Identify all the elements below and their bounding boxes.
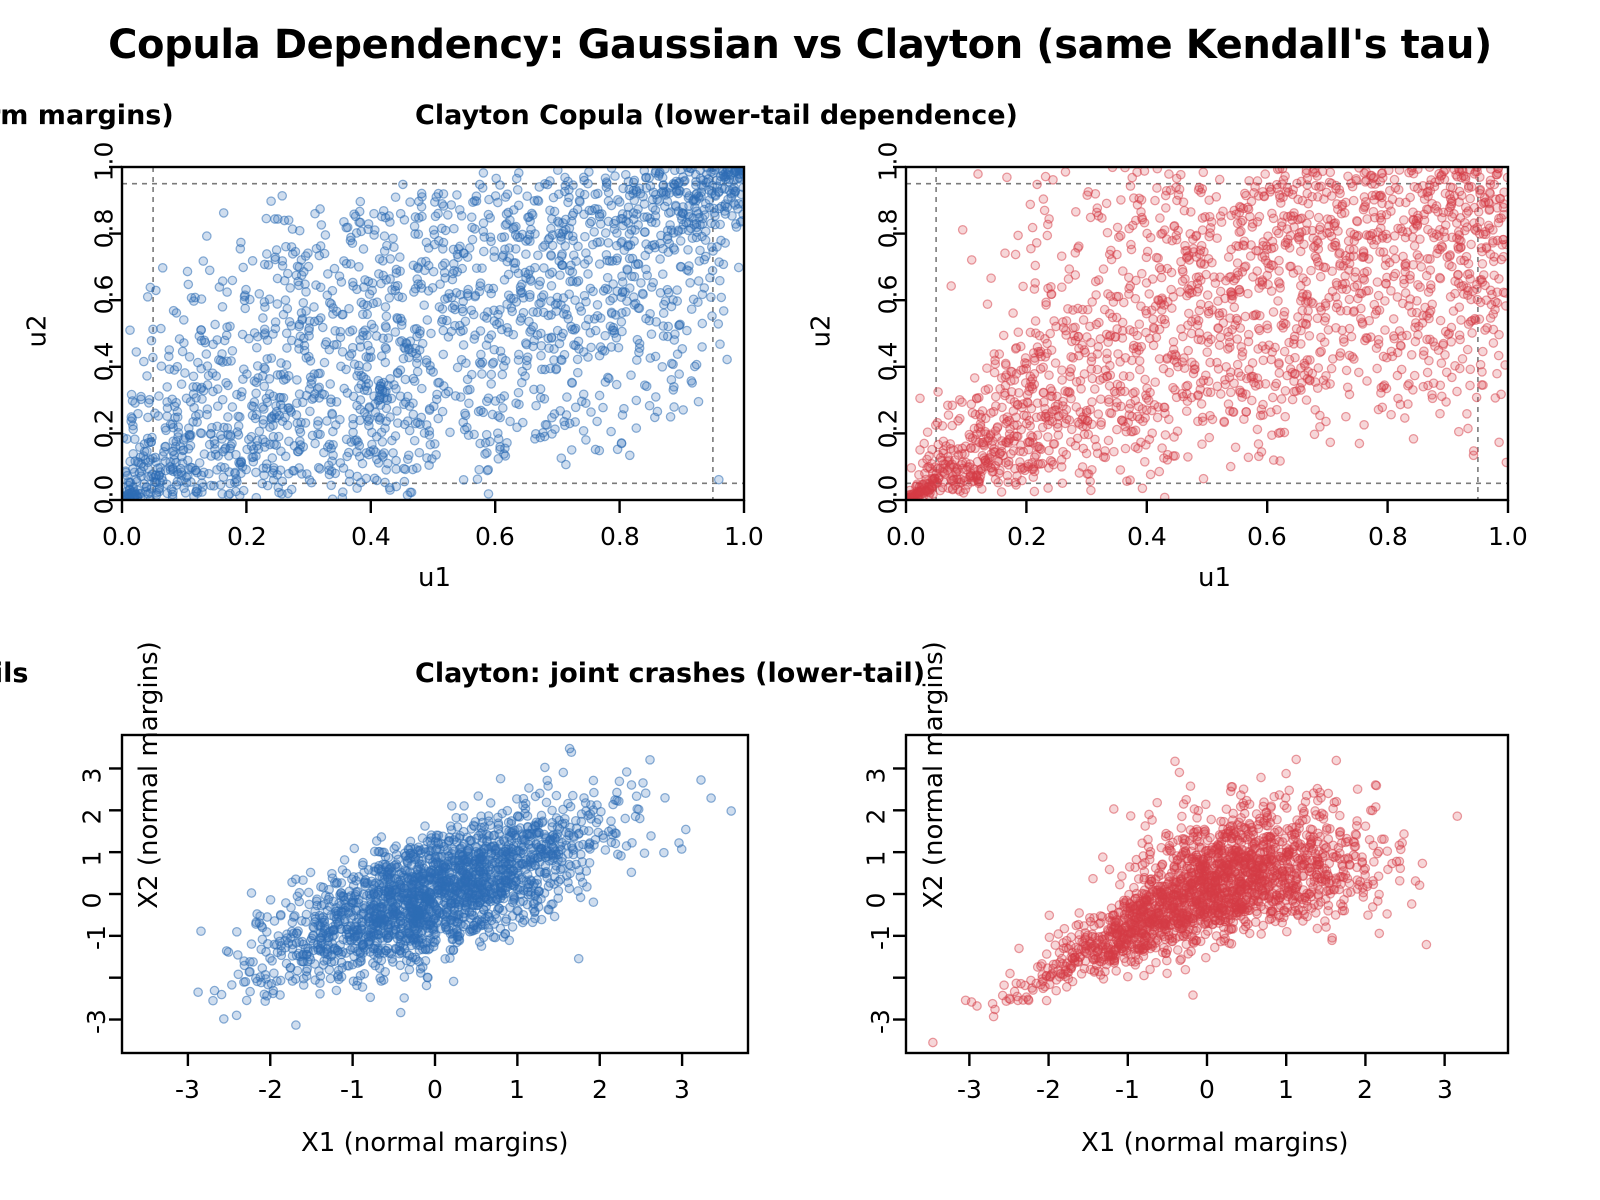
y-tick-label: -3: [865, 1009, 895, 1034]
x-axis-label: u1: [418, 563, 452, 593]
y-tick-label: 0: [861, 892, 891, 909]
plot-area: [893, 733, 1510, 1066]
x-tick-label: 2: [592, 1075, 608, 1104]
x-tick-label: 0.6: [1247, 522, 1287, 551]
x-tick-label: 0.0: [886, 522, 926, 551]
scatter-points: [928, 754, 1463, 1048]
x-tick-label: -1: [1115, 1075, 1140, 1104]
x-tick-label: 2: [1357, 1075, 1373, 1104]
x-axis-label: X1 (normal margins): [301, 1128, 569, 1158]
x-tick-label: 1.0: [1488, 522, 1528, 551]
scatter-points: [193, 743, 737, 1030]
x-tick-label: -3: [957, 1075, 982, 1104]
x-tick-label: 3: [674, 1075, 690, 1104]
x-axis-label: u1: [1198, 563, 1232, 593]
x-tick-label: 0.4: [351, 522, 391, 551]
y-tick-label: 1: [861, 850, 891, 867]
x-tick-label: 0.2: [1007, 522, 1047, 551]
x-tick-label: 0.8: [1368, 522, 1408, 551]
x-tick-label: -2: [1036, 1075, 1061, 1104]
y-tick-label: 3: [861, 767, 891, 784]
panel-title: Gaussian: symmetric tails: [0, 658, 29, 689]
x-axis-label: X1 (normal margins): [1081, 1128, 1349, 1158]
figure-title: Copula Dependency: Gaussian vs Clayton (…: [108, 22, 1492, 68]
plot-frame: [904, 165, 1510, 502]
x-tick-label: 1: [1278, 1075, 1294, 1104]
x-tick-label: -2: [258, 1075, 283, 1104]
panel-title: Clayton Copula (lower-tail dependence): [415, 100, 1018, 131]
panel-title: Gaussian Copula (uniform margins): [0, 100, 174, 131]
x-tick-label: 0: [427, 1075, 443, 1104]
scatter-points: [906, 167, 1508, 500]
scatter-points: [122, 167, 744, 500]
plot-area: [109, 733, 750, 1066]
y-tick-label: 2: [861, 808, 891, 825]
x-tick-label: -1: [340, 1075, 365, 1104]
x-tick-label: 0.6: [475, 522, 515, 551]
x-tick-label: 0.4: [1127, 522, 1167, 551]
x-tick-label: 3: [1437, 1075, 1453, 1104]
x-tick-label: 0: [1199, 1075, 1215, 1104]
y-tick-label: -1: [865, 925, 895, 950]
x-tick-label: 0.0: [102, 522, 142, 551]
plot-frame: [120, 165, 746, 502]
plot-area: [109, 165, 746, 513]
x-tick-label: 1.0: [724, 522, 764, 551]
plot-area: [893, 165, 1510, 513]
x-tick-label: -3: [175, 1075, 200, 1104]
panel-title: Clayton: joint crashes (lower-tail): [415, 658, 926, 689]
x-tick-label: 0.8: [600, 522, 640, 551]
x-tick-label: 1: [509, 1075, 525, 1104]
x-tick-label: 0.2: [227, 522, 267, 551]
